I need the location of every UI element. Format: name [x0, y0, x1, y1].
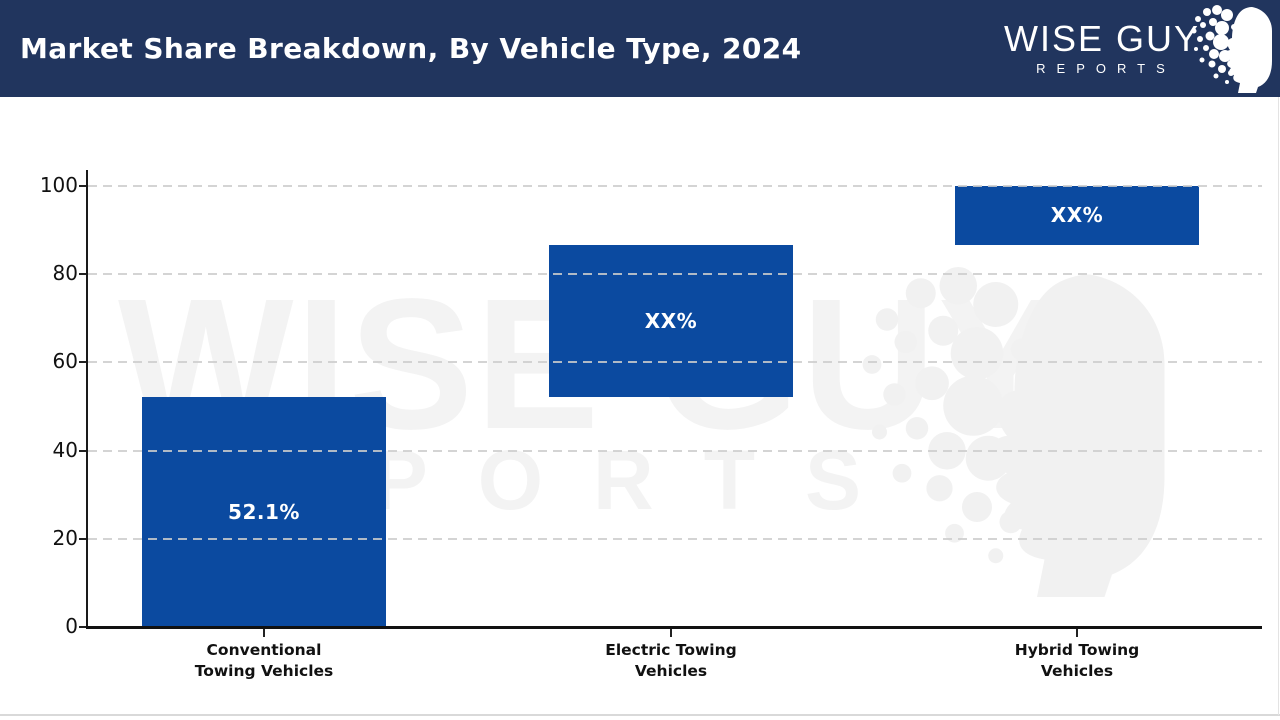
logo-sub-text: REPORTS: [1036, 61, 1176, 76]
y-axis-tick-label: 0: [65, 614, 78, 638]
y-axis-tick-mark: [79, 361, 88, 364]
logo-text: WISE GUY REPORTS: [1003, 18, 1200, 77]
y-axis-tick-mark: [79, 273, 88, 276]
logo-brand-text: WISE GUY: [1003, 18, 1200, 59]
y-axis-tick-mark: [79, 626, 88, 628]
y-axis-tick-label: 20: [52, 525, 78, 550]
page-title: Market Share Breakdown, By Vehicle Type,…: [20, 32, 802, 65]
category-label-line: Vehicles: [1040, 662, 1114, 680]
category-label-1: Conventional Towing Vehicles: [129, 640, 399, 682]
y-axis-tick-mark: [79, 449, 88, 452]
y-axis-tick-mark: [79, 185, 88, 187]
figure-right-border: [1278, 97, 1279, 715]
category-label-line: Towing Vehicles: [194, 662, 334, 680]
x-axis-tick-mark: [1076, 629, 1078, 637]
y-axis-tick-mark: [79, 537, 88, 540]
y-axis-line: [86, 170, 88, 629]
bar-value-label: XX%: [1050, 203, 1104, 228]
bar-2: XX%: [549, 244, 793, 398]
category-label-3: Hybrid Towing Vehicles: [942, 640, 1212, 682]
y-axis-tick-label: 40: [52, 437, 78, 462]
wise-guy-reports-logo: WISE GUY REPORTS: [1004, 5, 1280, 93]
category-label-line: Vehicles: [634, 662, 708, 680]
bar-value-label: XX%: [644, 308, 698, 333]
gridline-80: [88, 273, 1262, 276]
gridline-60: [88, 361, 1262, 364]
header-bar: Market Share Breakdown, By Vehicle Type,…: [0, 0, 1280, 97]
category-label-line: Conventional: [206, 641, 322, 659]
bar-value-label: 52.1%: [228, 500, 300, 525]
bar-3: XX%: [955, 186, 1199, 245]
y-axis-tick-label: 80: [52, 261, 78, 286]
gridline-40: [88, 449, 1262, 452]
x-axis-line: [86, 626, 1262, 629]
figure-bottom-border: [0, 714, 1280, 716]
bar-1: 52.1%: [142, 397, 386, 627]
category-label-line: Hybrid Towing: [1014, 641, 1140, 659]
gridline-100: [88, 185, 1262, 187]
category-label-2: Electric Towing Vehicles: [536, 640, 806, 682]
watermark-head-icon: [842, 212, 1172, 652]
category-label-line: Electric Towing: [605, 641, 737, 659]
chart-plot-area: 0 20 40 60 80 100 52.1% Conventional Towing Vehi…: [0, 97, 1280, 716]
gridline-20: [88, 537, 1262, 540]
x-axis-tick-mark: [263, 629, 265, 637]
y-axis-tick-label: 100: [39, 173, 78, 197]
x-axis-tick-mark: [670, 629, 672, 637]
y-axis-tick-label: 60: [52, 349, 78, 374]
